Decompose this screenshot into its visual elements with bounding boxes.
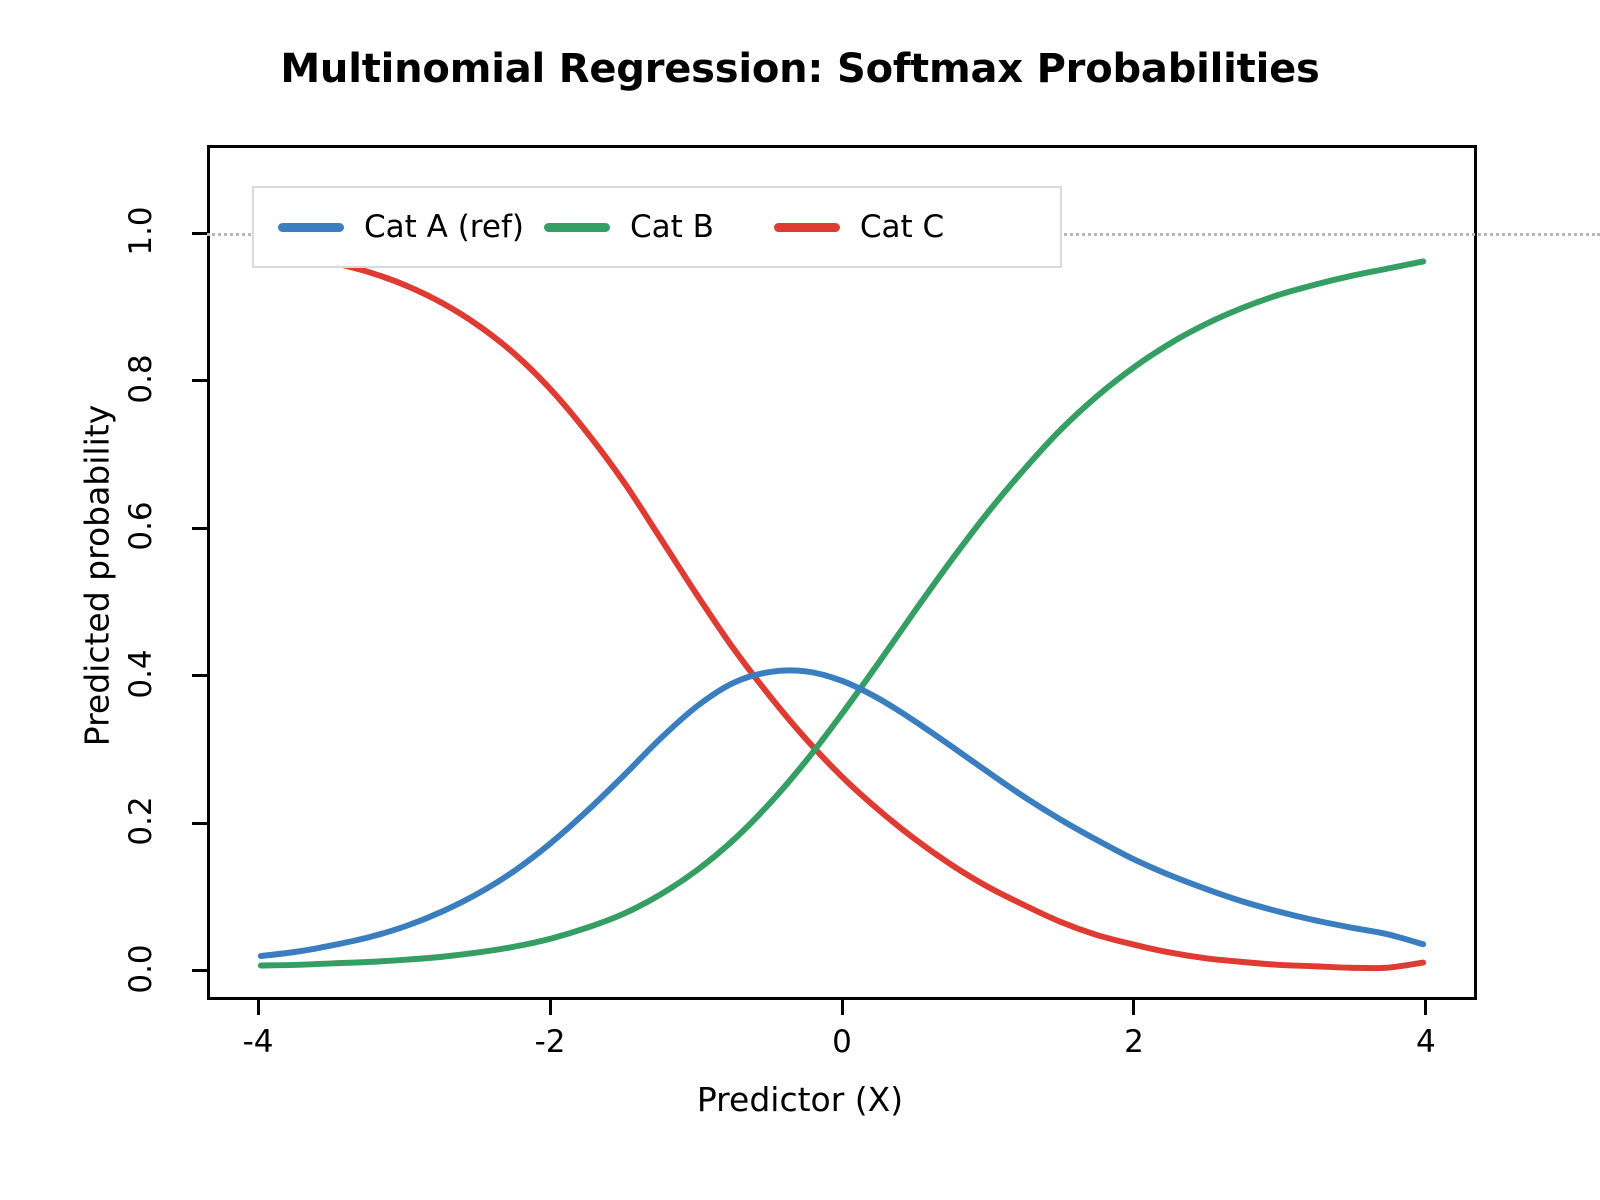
x-axis-title: Predictor (X): [696, 1080, 904, 1119]
y-tick-mark: [192, 379, 207, 383]
x-tick-mark: [840, 1000, 844, 1015]
x-tick-mark: [548, 1000, 552, 1015]
legend-swatch-cat-a: [278, 222, 344, 232]
legend-label-cat-b: Cat B: [629, 209, 714, 245]
x-tick-mark: [256, 1000, 260, 1015]
series-line-cat-c: [257, 246, 1427, 972]
series-line-cat-a: [257, 667, 1427, 959]
legend-label-cat-a: Cat A (ref): [364, 209, 524, 245]
legend-swatch-cat-b: [543, 222, 610, 232]
y-tick-mark: [192, 231, 207, 235]
x-tick-label: 4: [1416, 1024, 1436, 1060]
y-tick-mark: [192, 674, 207, 678]
legend-entry-cat-c: Cat C: [773, 209, 945, 245]
y-tick-label: 0.6: [123, 501, 159, 551]
y-tick-label: 0.8: [123, 354, 159, 404]
y-tick-label: 0.2: [123, 796, 159, 846]
chart-title: Multinomial Regression: Softmax Probabil…: [280, 46, 1320, 92]
y-tick-mark: [192, 821, 207, 825]
y-axis-title: Predicted probability: [77, 404, 117, 747]
x-tick-label: 2: [1124, 1024, 1144, 1060]
legend-entry-cat-a: Cat A (ref): [278, 209, 524, 245]
plot-area: [207, 145, 1477, 1000]
series-line-cat-b: [257, 258, 1427, 969]
y-tick-label: 0.0: [123, 943, 159, 994]
x-tick-label: -2: [534, 1024, 566, 1060]
curves-svg: [257, 246, 1427, 972]
x-tick-label: 0: [832, 1024, 852, 1060]
y-tick-mark: [192, 526, 207, 530]
x-tick-mark: [1424, 1000, 1428, 1015]
legend-swatch-cat-c: [773, 222, 840, 232]
x-tick-label: -4: [242, 1024, 274, 1060]
y-tick-label: 1.0: [123, 206, 159, 257]
y-tick-label: 0.4: [123, 649, 159, 699]
y-tick-mark: [192, 969, 207, 973]
legend-label-cat-c: Cat C: [859, 209, 945, 245]
legend-entry-cat-b: Cat B: [543, 209, 714, 245]
legend: Cat A (ref) Cat B Cat C: [252, 186, 1062, 268]
x-tick-mark: [1132, 1000, 1136, 1015]
